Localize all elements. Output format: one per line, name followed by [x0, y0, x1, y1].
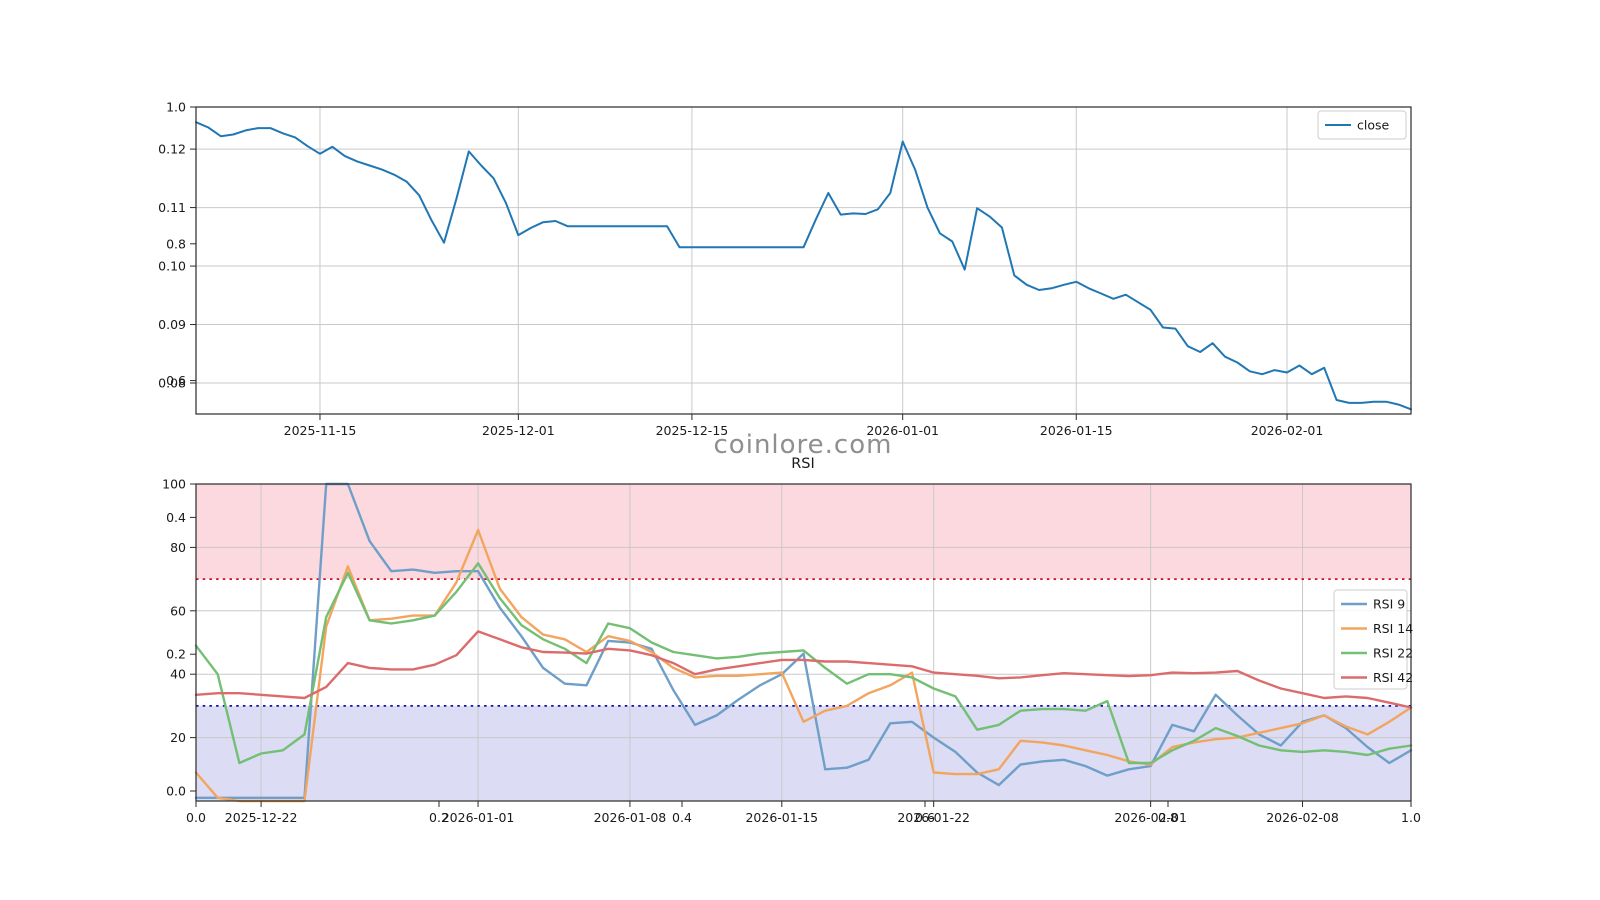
figure-y-tick-label: 0.8: [166, 236, 186, 251]
x-tick-label: 2026-02-01: [1251, 423, 1324, 438]
legend-box: [1317, 110, 1407, 140]
x-tick-label: 2025-12-22: [225, 810, 298, 825]
rsi-14-line: [194, 528, 1413, 803]
plot-border: [195, 106, 1412, 415]
legend-label: close: [1357, 118, 1390, 133]
figure-x-tick-label: 0.0: [186, 810, 206, 825]
x-tick-label: 2025-12-01: [482, 423, 555, 438]
figure-y-tick-label: 0.4: [166, 510, 186, 525]
rsi-42-line: [194, 630, 1413, 709]
figure-y-tick-label: 1.0: [166, 100, 186, 115]
x-tick-label: 2026-01-01: [442, 810, 515, 825]
figure-y-tick-label: 0.6: [166, 373, 186, 388]
figure-x-tick-label: 0.8: [1158, 810, 1178, 825]
y-tick-label: 0.10: [158, 259, 186, 274]
y-tick-label: 100: [162, 477, 186, 492]
watermark: coinlore.com: [714, 430, 893, 460]
y-tick-label: 60: [170, 603, 186, 618]
figure-x-tick-label: 0.6: [915, 810, 935, 825]
rsi-subplot-title: RSI: [791, 456, 815, 472]
figure-x-tick-label: 0.2: [429, 810, 449, 825]
rsi-22-line: [194, 562, 1413, 765]
legend-label: RSI 22: [1373, 646, 1413, 661]
figure-x-tick-label: 1.0: [1401, 810, 1421, 825]
x-tick-label: 2026-01-01: [866, 423, 939, 438]
grid: [196, 107, 1411, 414]
y-tick-label: 0.11: [158, 200, 186, 215]
legend: RSI 9 RSI 14 RSI 22 RSI 42: [1333, 589, 1413, 690]
x-tick-label: 2026-01-15: [745, 810, 818, 825]
legend-label: RSI 9: [1373, 597, 1405, 612]
y-tick-label: 0.08: [158, 376, 186, 391]
close-line: [195, 121, 1412, 411]
rsi-chart: 100 80 60 40 20 2025-12-22 2026-01-01 2026-01-0…: [162, 477, 1413, 826]
y-tick-label: 0.12: [158, 142, 186, 157]
x-tick-label: 2025-11-15: [284, 423, 357, 438]
rsi-9-line: [194, 482, 1413, 799]
y-tick-label: 80: [170, 540, 186, 555]
legend-box: [1333, 589, 1408, 690]
overbought-band: [196, 484, 1411, 580]
x-tick-label: 2026-02-08: [1266, 810, 1339, 825]
x-tick-label: 2026-01-22: [897, 810, 970, 825]
plot-border: [195, 483, 1412, 802]
figure-x-tick-label: 0.4: [672, 810, 692, 825]
y-tick-label: 20: [170, 730, 186, 745]
y-tick-label: 40: [170, 667, 186, 682]
figure-y-tick-label: 0.0: [166, 784, 186, 799]
x-tick-label: 2025-12-15: [656, 423, 729, 438]
grid: [196, 483, 1411, 801]
y-tick-label: 0.09: [158, 317, 186, 332]
price-chart: 0.12 0.11 0.10 0.09 0.08 2025-11-15 2025-12-01…: [158, 106, 1412, 438]
x-tick-label: 2026-01-15: [1040, 423, 1113, 438]
x-tick-label: 2026-02-01: [1114, 810, 1187, 825]
legend: close: [1317, 110, 1407, 140]
legend-label: RSI 14: [1373, 621, 1413, 636]
x-tick-label: 2026-01-08: [594, 810, 667, 825]
legend-label: RSI 42: [1373, 670, 1413, 685]
figure-normalized-axis: 1.0 0.8 0.6 0.4 0.2 0.00.0 0.2 0.4 0.6 0.8 1.0: [166, 100, 1421, 826]
figure-y-tick-label: 0.2: [166, 647, 186, 662]
